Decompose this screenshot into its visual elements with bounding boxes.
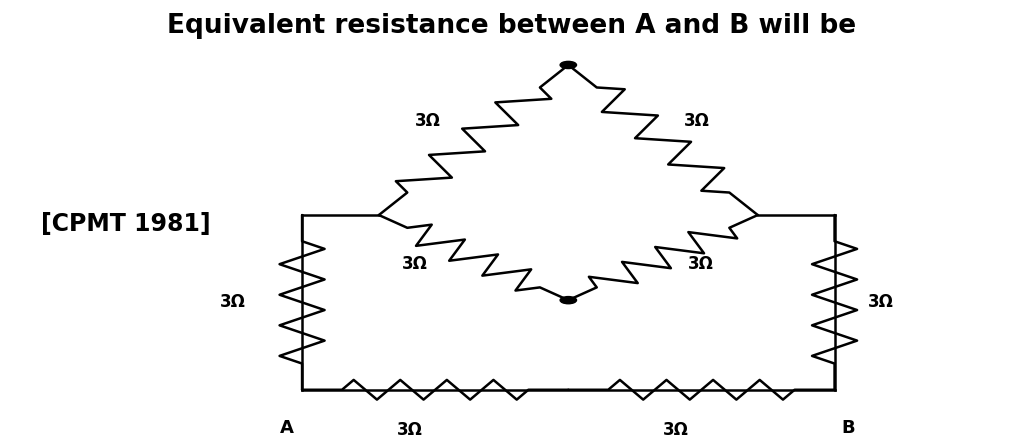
Text: 3Ω: 3Ω [415,112,440,130]
Text: 3Ω: 3Ω [868,293,894,311]
Circle shape [560,61,577,69]
Text: Equivalent resistance between A and B will be: Equivalent resistance between A and B wi… [168,13,856,39]
Circle shape [560,297,577,304]
Text: 3Ω: 3Ω [396,421,423,439]
Text: 3Ω: 3Ω [663,421,689,439]
Text: A: A [280,419,294,437]
Text: 3Ω: 3Ω [688,255,714,273]
Text: B: B [841,419,855,437]
Text: [CPMT 1981]: [CPMT 1981] [41,212,211,236]
Text: 3Ω: 3Ω [220,293,246,311]
Text: 3Ω: 3Ω [684,112,710,130]
Text: 3Ω: 3Ω [402,255,428,273]
